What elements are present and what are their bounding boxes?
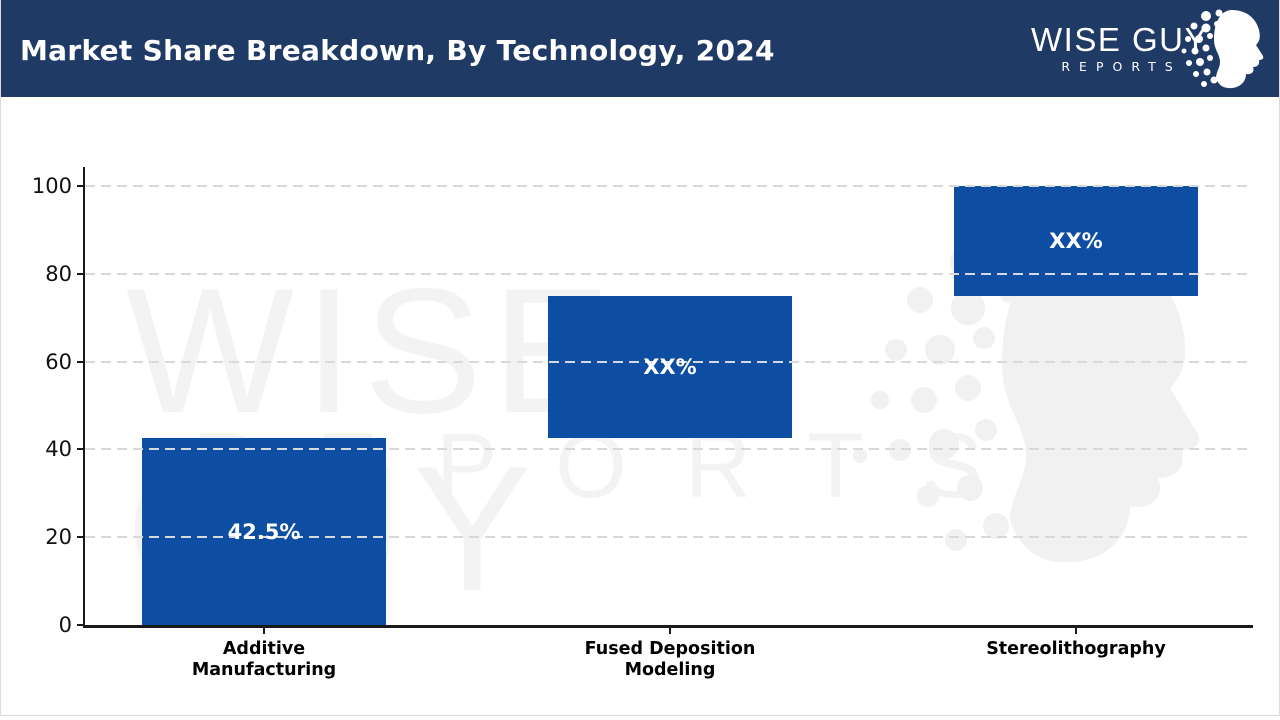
bar-value-label: 42.5% xyxy=(227,519,301,544)
y-tick-label: 100 xyxy=(31,174,72,198)
bar-value-label: XX% xyxy=(1049,228,1103,253)
x-category-label: Fused Deposition Modeling xyxy=(584,639,756,680)
gridline-y-20 xyxy=(85,536,1253,539)
x-tick-mark xyxy=(263,626,265,634)
y-tick-mark xyxy=(77,536,85,539)
y-tick-mark xyxy=(77,272,85,275)
bar-2 xyxy=(548,295,792,439)
gridline-y-60 xyxy=(85,360,1253,363)
x-category-label: Additive Manufacturing xyxy=(191,639,337,680)
wiseguy-logo: WISE GUY REPORTS xyxy=(1003,6,1268,94)
header-banner: Market Share Breakdown, By Technology, 2… xyxy=(0,0,1280,97)
chart-title: Market Share Breakdown, By Technology, 2… xyxy=(20,34,775,67)
y-axis-spine xyxy=(83,167,85,627)
wiseguy-face-icon xyxy=(1181,9,1264,89)
y-tick-label: 60 xyxy=(45,349,72,374)
x-tick-mark xyxy=(669,626,671,634)
y-tick-label: 80 xyxy=(45,261,72,286)
y-tick-mark xyxy=(77,360,85,363)
gridline-y-100 xyxy=(85,185,1253,187)
x-tick-mark xyxy=(1075,626,1077,634)
bar-1 xyxy=(142,438,386,625)
wiseguy-logo-subtitle: REPORTS xyxy=(1061,59,1182,74)
y-tick-label: 0 xyxy=(58,613,72,637)
wiseguy-logo-text: WISE GUY REPORTS xyxy=(1031,21,1209,75)
y-tick-mark xyxy=(77,185,85,187)
gridline-y-80 xyxy=(85,272,1253,275)
gridline-y-40 xyxy=(85,448,1253,451)
x-category-label: Stereolithography xyxy=(986,639,1166,659)
wiseguy-logo-wordmark: WISE GUY xyxy=(1031,21,1209,58)
y-tick-mark xyxy=(77,448,85,451)
x-axis-spine xyxy=(83,625,1253,628)
y-tick-mark xyxy=(77,624,85,626)
bar-value-label: XX% xyxy=(643,355,697,380)
y-tick-label: 20 xyxy=(45,525,72,550)
y-tick-label: 40 xyxy=(45,437,72,462)
